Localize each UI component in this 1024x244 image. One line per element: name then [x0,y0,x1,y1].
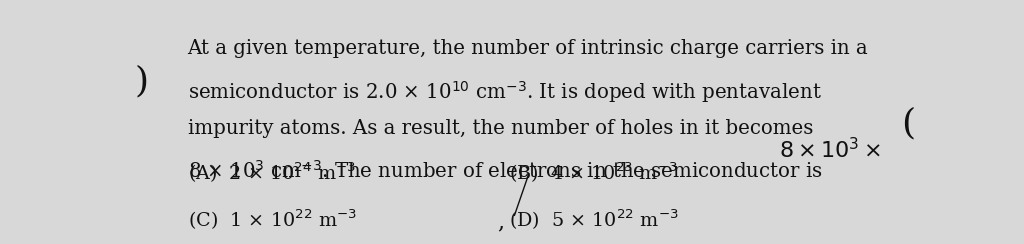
Text: (A)  2 × 10$^{24}$ m$^{-3}$: (A) 2 × 10$^{24}$ m$^{-3}$ [187,161,356,185]
Text: (C)  1 × 10$^{22}$ m$^{-3}$: (C) 1 × 10$^{22}$ m$^{-3}$ [187,208,356,232]
Text: impurity atoms. As a result, the number of holes in it becomes: impurity atoms. As a result, the number … [187,120,813,138]
Text: ,: , [497,212,504,234]
Text: At a given temperature, the number of intrinsic charge carriers in a: At a given temperature, the number of in… [187,39,868,58]
Text: ): ) [134,65,148,99]
Text: (B)  4 × 10$^{23}$ m$^{-3}$: (B) 4 × 10$^{23}$ m$^{-3}$ [509,161,678,185]
Text: (D)  5 × 10$^{22}$ m$^{-3}$: (D) 5 × 10$^{22}$ m$^{-3}$ [509,208,679,232]
Text: semiconductor is 2.0 × 10$^{10}$ cm$^{-3}$. It is doped with pentavalent: semiconductor is 2.0 × 10$^{10}$ cm$^{-3… [187,79,821,105]
Text: $8 \times 10^3 \times$: $8 \times 10^3 \times$ [778,138,882,163]
Text: 8 × 10$^3$ cm$^{-3}$. The number of electrons in the semiconductor is: 8 × 10$^3$ cm$^{-3}$. The number of elec… [187,160,822,182]
Text: (: ( [901,106,915,140]
